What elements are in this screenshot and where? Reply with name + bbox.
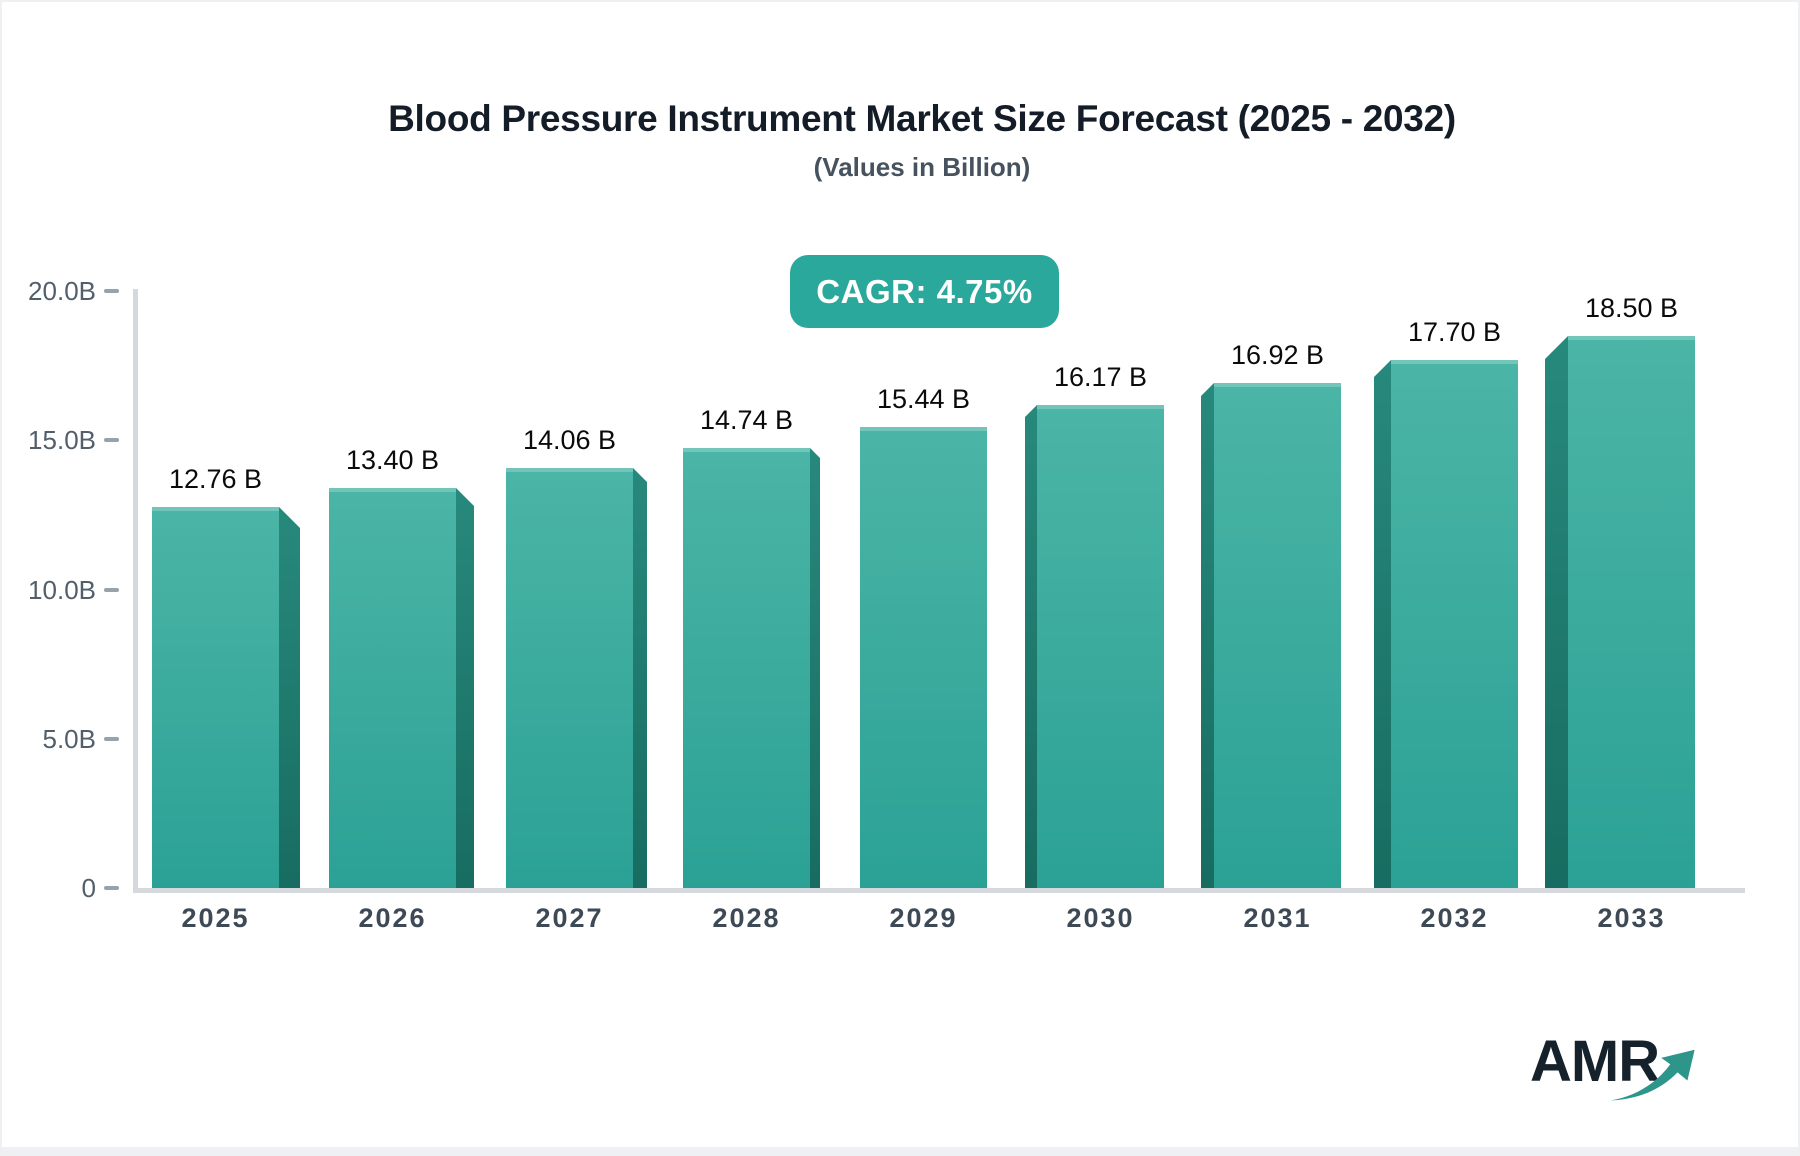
bar [1391,360,1518,888]
bar [1214,383,1341,888]
bar-value-label: 14.74 B [699,405,794,435]
chart-title: Blood Pressure Instrument Market Size Fo… [388,98,1456,139]
bar [683,448,810,888]
x-axis-label: 2032 [1420,903,1489,933]
bar-side-3d [456,488,474,888]
bar-side-3d [1201,383,1214,888]
y-tick-mark [104,438,119,443]
x-axis-label: 2031 [1243,903,1312,933]
y-tick-label: 5.0B [42,723,97,754]
y-tick-mark [104,736,119,741]
x-axis-label: 2030 [1066,903,1135,933]
bar-value-label: 13.40 B [345,445,440,475]
bar [506,468,633,888]
x-axis-label: 2027 [535,903,604,933]
cagr-badge: CAGR: 4.75% [790,255,1059,328]
bar [329,488,456,888]
y-tick-label: 10.0B [28,574,96,605]
bar-value-label: 15.44 B [876,384,971,414]
bar-value-label: 16.92 B [1230,340,1325,370]
y-tick-mark [104,886,119,890]
x-axis-label: 2029 [889,903,958,933]
y-tick-label: 0 [81,873,96,903]
y-tick-label: 15.0B [28,425,96,456]
bar-side-3d [1545,336,1568,888]
x-axis-label: 2025 [181,903,250,933]
bar-side-3d [1374,360,1391,888]
chart-subtitle: (Values in Billion) [813,152,1031,182]
x-axis-label: 2033 [1597,903,1666,933]
bar [1037,405,1164,888]
amr-logo-text: AMR [1530,1029,1660,1094]
x-axis-line [133,888,1745,893]
x-axis-label: 2028 [712,903,781,933]
bottom-border [2,1147,1798,1154]
y-tick-label: 20.0B [28,276,96,306]
amr-logo: AMR [1530,1032,1720,1116]
bar [1568,336,1695,888]
bar-value-label: 14.06 B [522,425,617,455]
bar-side-3d [633,468,647,888]
y-tick-mark [104,587,119,592]
y-axis-line [133,289,138,893]
bar-value-label: 18.50 B [1584,293,1679,323]
bar-side-3d [279,507,300,888]
trend-arrow-icon [1610,1049,1695,1101]
bar [152,507,279,888]
x-axis-label: 2026 [358,903,427,933]
bar [860,427,987,888]
bar-value-label: 12.76 B [168,464,263,494]
bar-side-3d [810,448,820,888]
bar-value-label: 16.17 B [1053,362,1148,392]
bar-side-3d [1025,405,1037,888]
y-tick-mark [104,289,119,293]
bar-value-label: 17.70 B [1407,317,1502,347]
